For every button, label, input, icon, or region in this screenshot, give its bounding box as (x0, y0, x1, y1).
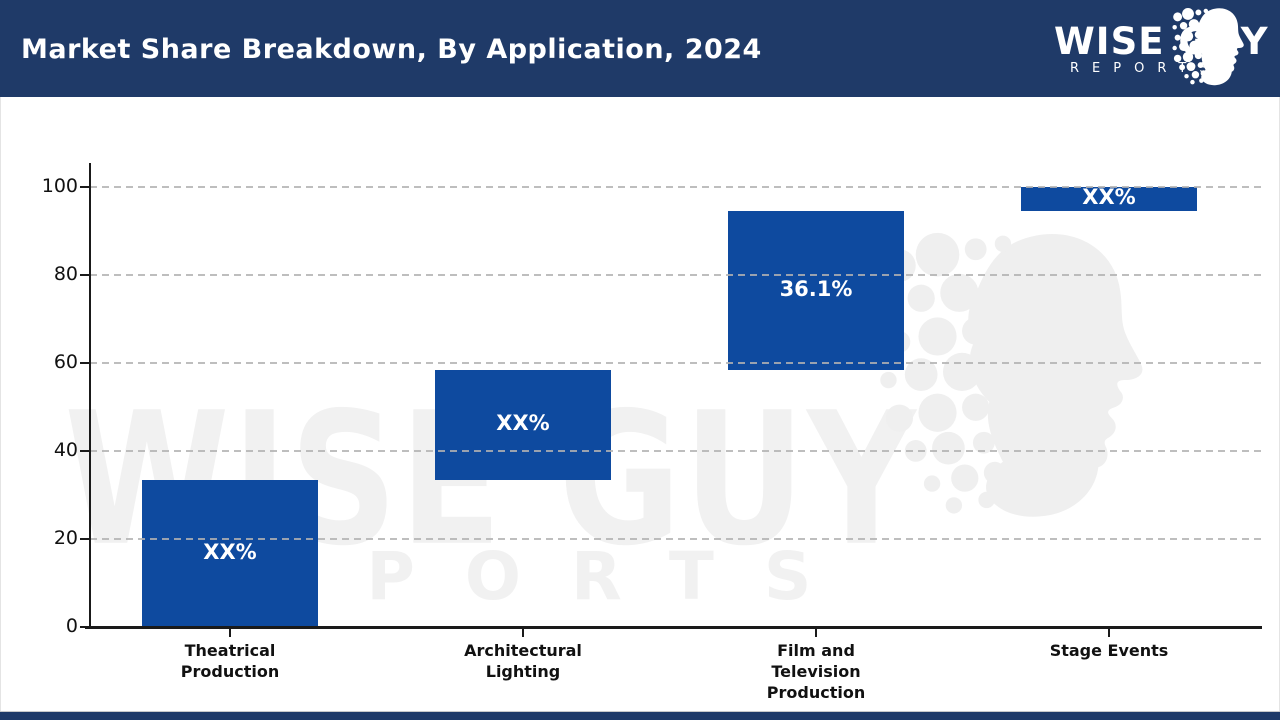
header-band: Market Share Breakdown, By Application, … (0, 0, 1280, 97)
y-tick-mark (80, 362, 89, 364)
wiseguy-head-icon (1172, 7, 1244, 86)
brand-logo: WISE GUY REPORTS (1022, 0, 1272, 97)
footer-divider (0, 711, 1280, 712)
x-category-label-architectural-lighting: Architectural Lighting (376, 640, 670, 682)
gridline-40 (90, 450, 1262, 452)
bar-theatrical-production (142, 480, 318, 627)
bar-film-and-television-production (728, 211, 904, 371)
y-tick-mark (80, 450, 89, 452)
x-axis-line (85, 626, 1262, 629)
x-tick-mark (1108, 628, 1110, 637)
x-category-label-line: Architectural (464, 641, 582, 660)
x-category-label-line: Film and (777, 641, 855, 660)
gridline-60 (90, 362, 1262, 364)
bar-architectural-lighting (435, 370, 611, 481)
y-tick-mark (80, 626, 89, 628)
y-tick-mark (80, 538, 89, 540)
watermark-head-icon (880, 232, 1143, 517)
gridline-20 (90, 538, 1262, 540)
x-tick-mark (522, 628, 524, 637)
y-tick-label: 0 (65, 615, 78, 637)
footer-bar (0, 712, 1280, 720)
y-tick-label: 60 (53, 351, 78, 373)
x-category-label-line: Lighting (485, 662, 561, 681)
x-category-label-line: Stage Events (1049, 641, 1169, 660)
y-tick-label: 40 (53, 439, 78, 461)
x-category-label-film-and-television-production: Film and Television Production (669, 640, 963, 703)
x-category-label-line: Theatrical (184, 641, 276, 660)
gridline-80 (90, 274, 1262, 276)
y-axis-spine (89, 163, 91, 629)
x-tick-mark (229, 628, 231, 637)
bar-value-label: XX% (1082, 185, 1136, 210)
y-tick-mark (80, 274, 89, 276)
x-category-label-stage-events: Stage Events (962, 640, 1256, 661)
bar-value-label: XX% (203, 539, 257, 564)
x-tick-mark (815, 628, 817, 637)
y-tick-label: 100 (41, 175, 78, 197)
y-tick-mark (80, 186, 89, 188)
gridline-100 (90, 186, 1262, 188)
x-category-label-line: Production (180, 662, 280, 681)
y-tick-label: 20 (53, 527, 78, 549)
y-tick-label: 80 (53, 263, 78, 285)
brand-subname: REPORTS (1070, 61, 1221, 76)
x-category-label-theatrical-production: Theatrical Production (83, 640, 377, 682)
bar-stage-events (1021, 187, 1197, 212)
bar-value-label: XX% (496, 411, 550, 436)
x-category-label-line: Production (766, 683, 866, 702)
page-title: Market Share Breakdown, By Application, … (21, 34, 762, 65)
bar-value-label: 36.1% (779, 276, 853, 301)
x-category-label-line: Television (771, 662, 861, 681)
